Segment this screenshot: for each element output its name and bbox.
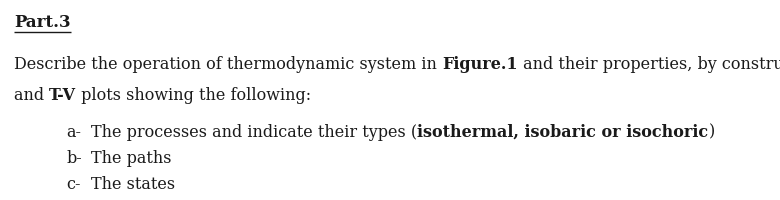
Text: T-V: T-V xyxy=(49,87,76,104)
Text: Describe the operation of thermodynamic system in: Describe the operation of thermodynamic … xyxy=(14,56,442,73)
Text: The states: The states xyxy=(91,175,176,192)
Text: The processes and indicate their types (: The processes and indicate their types ( xyxy=(91,123,417,140)
Text: Figure.1: Figure.1 xyxy=(442,56,518,73)
Text: c-: c- xyxy=(66,175,81,192)
Text: and: and xyxy=(14,87,49,104)
Text: a-: a- xyxy=(66,123,81,140)
Text: ): ) xyxy=(708,123,714,140)
Text: and their properties, by construct a: and their properties, by construct a xyxy=(518,56,780,73)
Text: Part.3: Part.3 xyxy=(14,14,71,31)
Text: plots showing the following:: plots showing the following: xyxy=(76,87,311,104)
Text: b-: b- xyxy=(66,149,82,166)
Text: isothermal, isobaric or isochoric: isothermal, isobaric or isochoric xyxy=(417,123,708,140)
Text: The paths: The paths xyxy=(91,149,172,166)
